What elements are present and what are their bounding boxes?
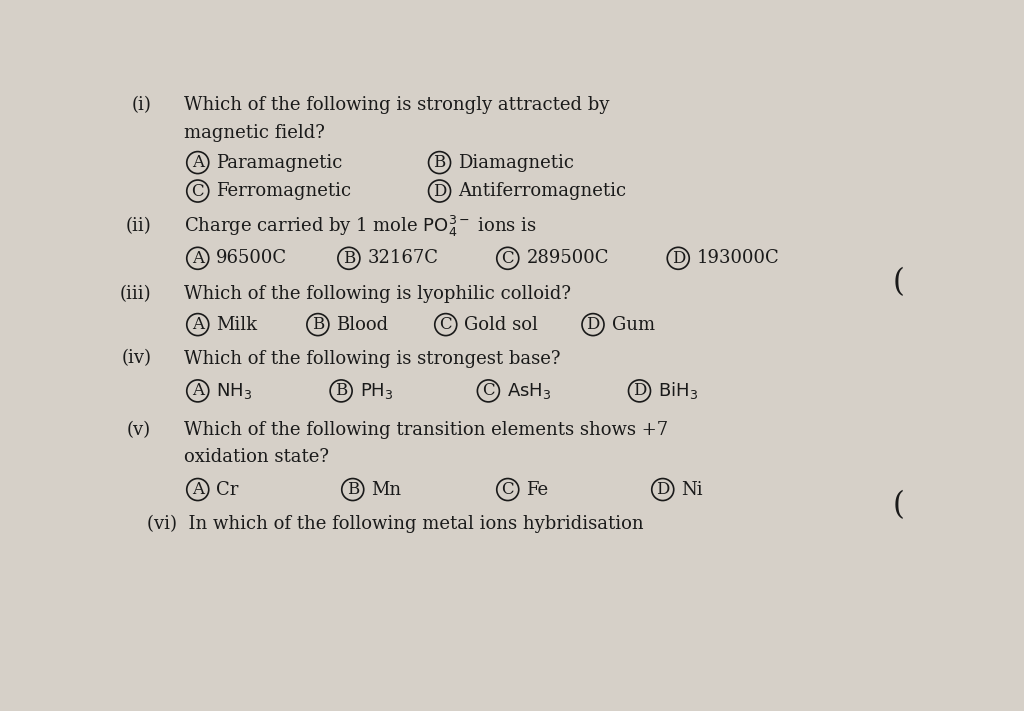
Text: A: A: [191, 316, 204, 333]
Text: B: B: [433, 154, 445, 171]
Text: (i): (i): [131, 96, 152, 114]
Text: Cr: Cr: [216, 481, 239, 498]
Text: C: C: [502, 481, 514, 498]
Text: Which of the following transition elements shows +7: Which of the following transition elemen…: [183, 421, 668, 439]
Text: 32167C: 32167C: [368, 250, 438, 267]
Text: Antiferromagnetic: Antiferromagnetic: [458, 182, 627, 200]
Text: (vi)  In which of the following metal ions hybridisation: (vi) In which of the following metal ion…: [147, 514, 644, 533]
Text: B: B: [347, 481, 358, 498]
Text: Gold sol: Gold sol: [464, 316, 539, 333]
Text: C: C: [191, 183, 204, 200]
Text: 96500C: 96500C: [216, 250, 288, 267]
Text: $\mathrm{NH_3}$: $\mathrm{NH_3}$: [216, 381, 253, 401]
Text: A: A: [191, 481, 204, 498]
Text: D: D: [587, 316, 600, 333]
Text: Mn: Mn: [372, 481, 401, 498]
Text: Blood: Blood: [337, 316, 388, 333]
Text: C: C: [439, 316, 452, 333]
Text: Paramagnetic: Paramagnetic: [216, 154, 343, 171]
Text: B: B: [335, 383, 347, 400]
Text: Milk: Milk: [216, 316, 257, 333]
Text: Ni: Ni: [681, 481, 702, 498]
Text: D: D: [656, 481, 670, 498]
Text: Diamagnetic: Diamagnetic: [458, 154, 574, 171]
Text: (iii): (iii): [120, 285, 152, 303]
Text: 289500C: 289500C: [526, 250, 609, 267]
Text: (iv): (iv): [121, 350, 152, 368]
Text: D: D: [433, 183, 446, 200]
Text: oxidation state?: oxidation state?: [183, 448, 329, 466]
Text: A: A: [191, 383, 204, 400]
Text: A: A: [191, 250, 204, 267]
Text: B: B: [343, 250, 355, 267]
Text: C: C: [482, 383, 495, 400]
Text: 193000C: 193000C: [697, 250, 779, 267]
Text: A: A: [191, 154, 204, 171]
Text: Which of the following is lyophilic colloid?: Which of the following is lyophilic coll…: [183, 285, 570, 303]
Text: Ferromagnetic: Ferromagnetic: [216, 182, 351, 200]
Text: magnetic field?: magnetic field?: [183, 124, 325, 141]
Text: $\mathrm{PH_3}$: $\mathrm{PH_3}$: [359, 381, 393, 401]
Text: (ii): (ii): [126, 217, 152, 235]
Text: Which of the following is strongly attracted by: Which of the following is strongly attra…: [183, 96, 609, 114]
Text: (: (: [893, 491, 905, 521]
Text: $\mathrm{BiH_3}$: $\mathrm{BiH_3}$: [658, 380, 698, 402]
Text: Fe: Fe: [526, 481, 549, 498]
Text: $\mathrm{AsH_3}$: $\mathrm{AsH_3}$: [507, 381, 551, 401]
Text: B: B: [311, 316, 324, 333]
Text: (: (: [893, 267, 905, 298]
Text: Gum: Gum: [611, 316, 654, 333]
Text: Charge carried by 1 mole $\mathrm{PO_4^{3-}}$ ions is: Charge carried by 1 mole $\mathrm{PO_4^{…: [183, 213, 537, 238]
Text: D: D: [633, 383, 646, 400]
Text: C: C: [502, 250, 514, 267]
Text: (v): (v): [127, 421, 152, 439]
Text: Which of the following is strongest base?: Which of the following is strongest base…: [183, 350, 560, 368]
Text: D: D: [672, 250, 685, 267]
